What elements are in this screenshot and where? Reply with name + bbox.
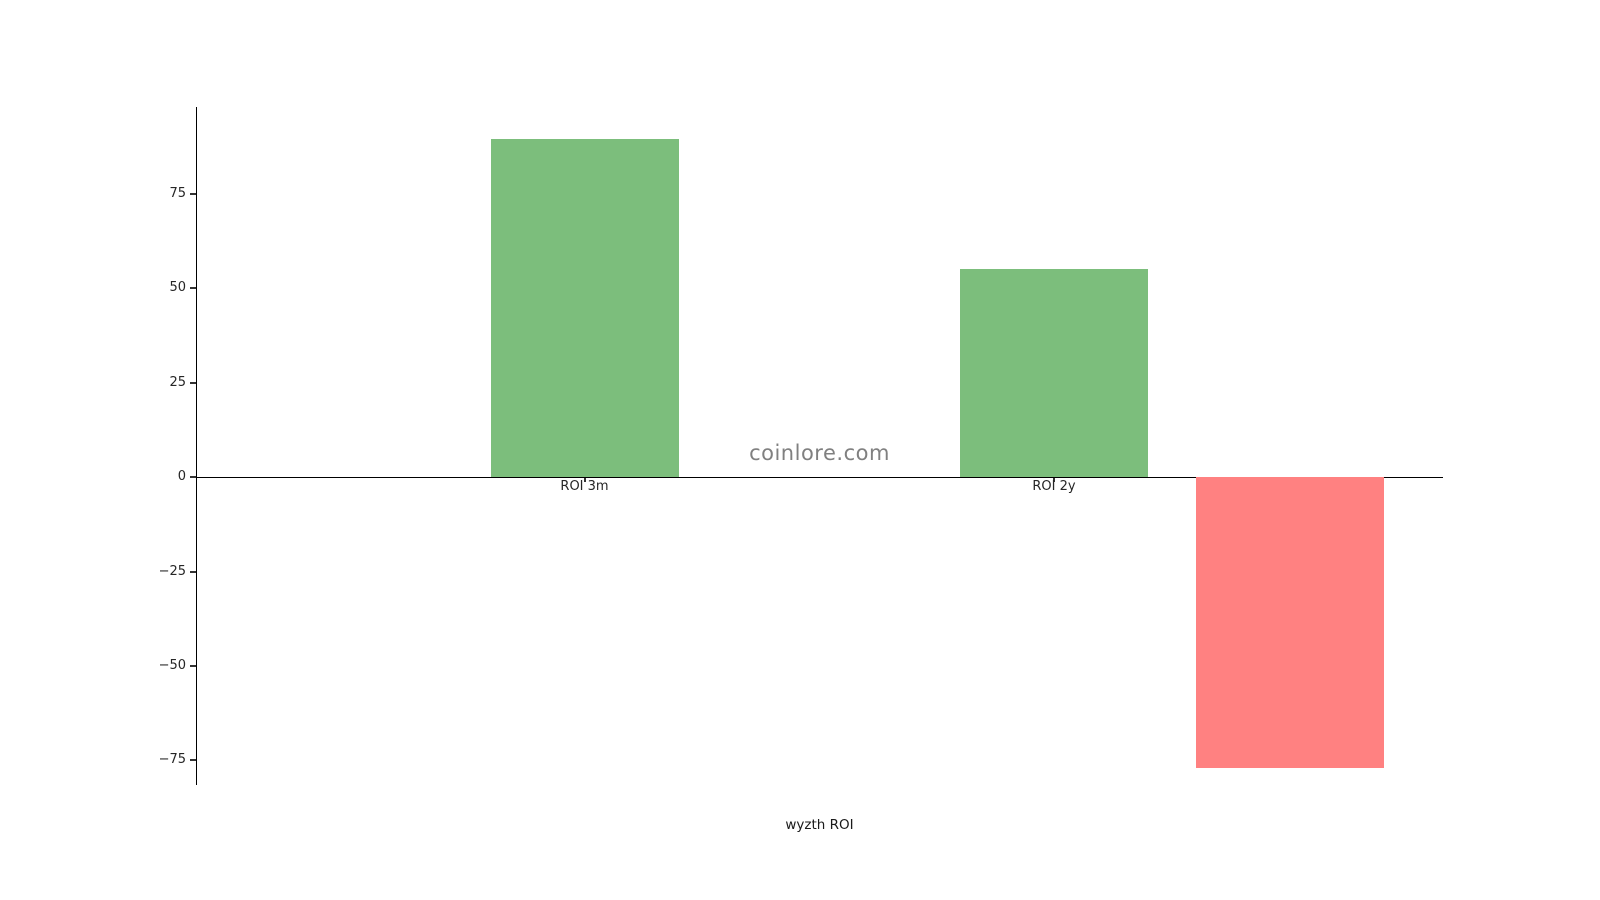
y-tick-mark [190, 287, 196, 290]
y-tick-label: 0 [177, 469, 186, 485]
x-tick-mark [583, 477, 586, 482]
y-tick-mark [190, 570, 196, 573]
y-tick-mark [190, 381, 196, 384]
y-tick-mark [190, 476, 196, 479]
x-axis-title: wyzth ROI [785, 817, 854, 833]
y-tick-mark [190, 759, 196, 762]
x-tick-label: ROI 2y [1032, 479, 1076, 495]
x-tick-mark [1053, 477, 1055, 482]
y-axis-line [196, 107, 197, 785]
bar-roi-2y [960, 269, 1148, 478]
y-tick-mark [190, 192, 196, 195]
watermark-text: coinlore.com [749, 441, 890, 465]
bar-roi-3m [490, 139, 679, 478]
y-tick-mark [190, 665, 196, 668]
y-tick-label: −25 [158, 563, 186, 579]
y-tick-label: 75 [169, 185, 186, 201]
y-tick-label: 25 [169, 374, 186, 390]
y-tick-label: 50 [169, 280, 186, 296]
x-axis-zero-line [196, 476, 1443, 478]
y-tick-label: −50 [158, 658, 186, 674]
y-tick-label: −75 [158, 752, 186, 768]
x-tick-label: ROI 3m [560, 479, 609, 495]
bar-unlabeled [1196, 477, 1384, 768]
